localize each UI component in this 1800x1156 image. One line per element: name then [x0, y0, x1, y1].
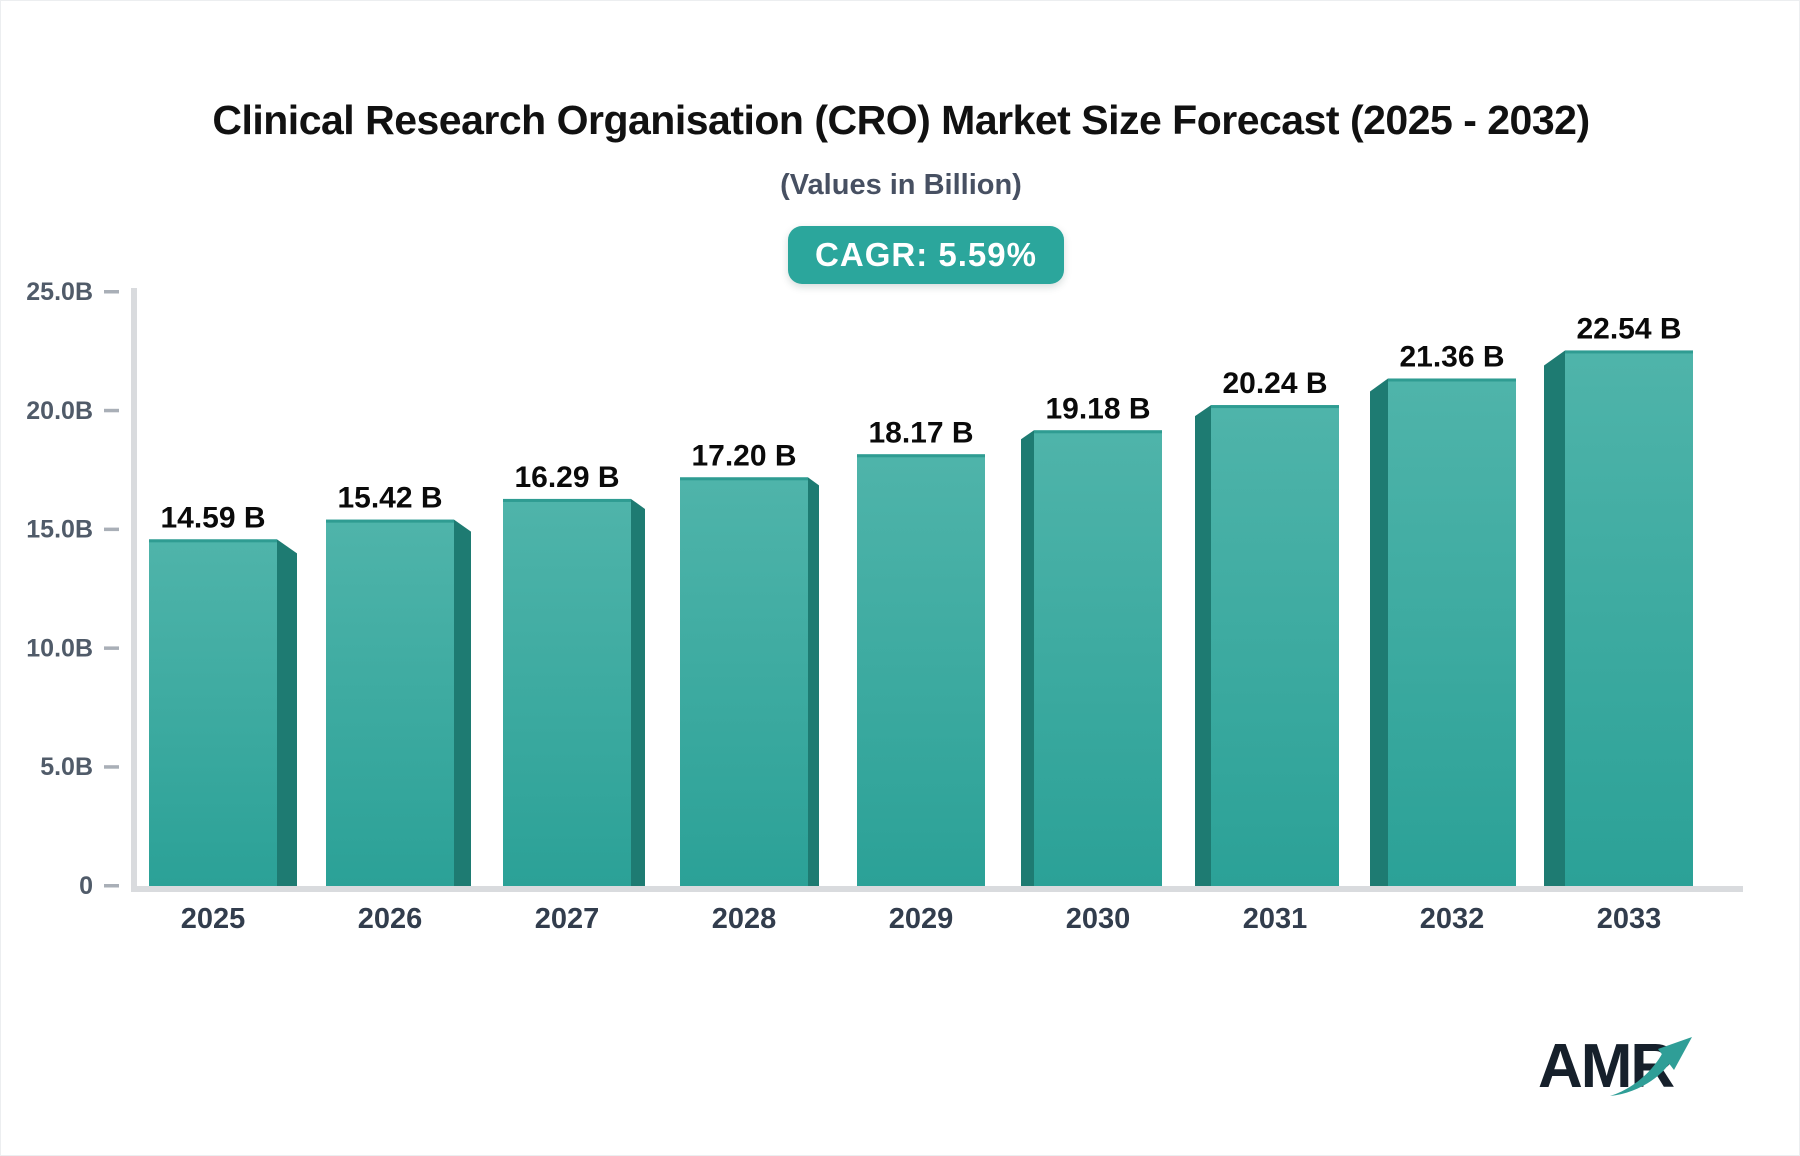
bar-front-face	[857, 454, 985, 886]
bar-2028: 17.20 B 2028	[680, 439, 819, 935]
bar-front-face	[1211, 405, 1339, 886]
bar-top-edge	[1211, 405, 1339, 409]
y-tick	[104, 527, 119, 532]
bar-top-edge	[1388, 378, 1516, 382]
x-category-label: 2031	[1243, 903, 1308, 935]
bar-value-label: 14.59 B	[160, 501, 265, 534]
bar-front-face	[1034, 430, 1162, 886]
bar-front-face	[503, 498, 631, 886]
y-tick-label: 10.0B	[26, 634, 93, 662]
bar-2029: 18.17 B 2029	[857, 416, 985, 935]
bar-side-face	[808, 477, 819, 886]
x-category-label: 2030	[1066, 903, 1131, 935]
amr-logo-text: AMR	[1538, 1032, 1675, 1101]
y-tick-label: 5.0B	[40, 753, 93, 781]
bar-value-label: 19.18 B	[1045, 392, 1150, 425]
cagr-badge-label: CAGR: 5.59%	[815, 236, 1037, 273]
bar-top-edge	[857, 454, 985, 458]
y-tick	[104, 290, 119, 294]
x-category-label: 2032	[1420, 903, 1485, 935]
y-tick	[104, 646, 119, 650]
bar-2026: 15.42 B 2026	[326, 482, 471, 935]
bar-side-face	[1021, 430, 1034, 886]
bar-top-edge	[326, 519, 454, 523]
bar-side-face	[631, 498, 645, 886]
bar-front-face	[1388, 378, 1516, 886]
bar-top-edge	[1034, 430, 1162, 434]
x-category-label: 2028	[712, 903, 777, 935]
bar-front-face	[326, 519, 454, 886]
bar-top-edge	[149, 539, 277, 543]
bar-side-face	[454, 519, 471, 886]
bar-2032: 21.36 B 2032	[1370, 340, 1516, 935]
bar-value-label: 16.29 B	[514, 461, 619, 494]
bar-value-label: 21.36 B	[1399, 340, 1504, 373]
bar-2025: 14.59 B 2025	[149, 501, 297, 935]
x-category-label: 2026	[358, 903, 423, 935]
amr-logo: AMR	[1538, 1031, 1768, 1111]
bar-value-label: 17.20 B	[691, 439, 796, 472]
y-tick-label: 0	[79, 872, 93, 900]
bar-value-label: 20.24 B	[1222, 367, 1327, 400]
bar-value-label: 18.17 B	[868, 416, 973, 449]
bar-front-face	[680, 477, 808, 886]
y-tick	[104, 765, 119, 769]
x-category-label: 2029	[889, 903, 954, 935]
y-tick-label: 25.0B	[26, 278, 93, 306]
y-axis-line	[131, 288, 137, 892]
bar-value-label: 22.54 B	[1576, 312, 1681, 345]
bar-2033: 22.54 B 2033	[1544, 312, 1693, 935]
bar-side-face	[277, 539, 297, 886]
bar-top-edge	[680, 477, 808, 481]
x-category-label: 2033	[1597, 903, 1662, 935]
x-axis-line	[131, 886, 1743, 892]
y-tick	[104, 408, 119, 413]
x-category-label: 2025	[181, 903, 246, 935]
bar-value-label: 15.42 B	[337, 482, 442, 515]
bar-side-face	[1544, 350, 1565, 886]
bar-2027: 16.29 B 2027	[503, 461, 645, 935]
bar-2031: 20.24 B 2031	[1195, 367, 1339, 935]
y-tick	[104, 884, 119, 888]
bar-side-face	[1195, 405, 1211, 886]
chart-subtitle: (Values in Billion)	[780, 169, 1022, 201]
chart-title: Clinical Research Organisation (CRO) Mar…	[212, 97, 1590, 143]
y-tick-label: 15.0B	[26, 516, 93, 544]
growth-arrow-icon	[1610, 1037, 1692, 1096]
cagr-badge: CAGR: 5.59%	[788, 226, 1064, 284]
bar-front-face	[149, 539, 277, 886]
x-category-label: 2027	[535, 903, 600, 935]
bar-front-face	[1565, 350, 1693, 886]
bar-2030: 19.18 B 2030	[1021, 392, 1162, 935]
bar-side-face	[1370, 378, 1388, 886]
y-tick-label: 20.0B	[26, 397, 93, 425]
bar-top-edge	[1565, 350, 1693, 354]
bar-top-edge	[503, 498, 631, 502]
